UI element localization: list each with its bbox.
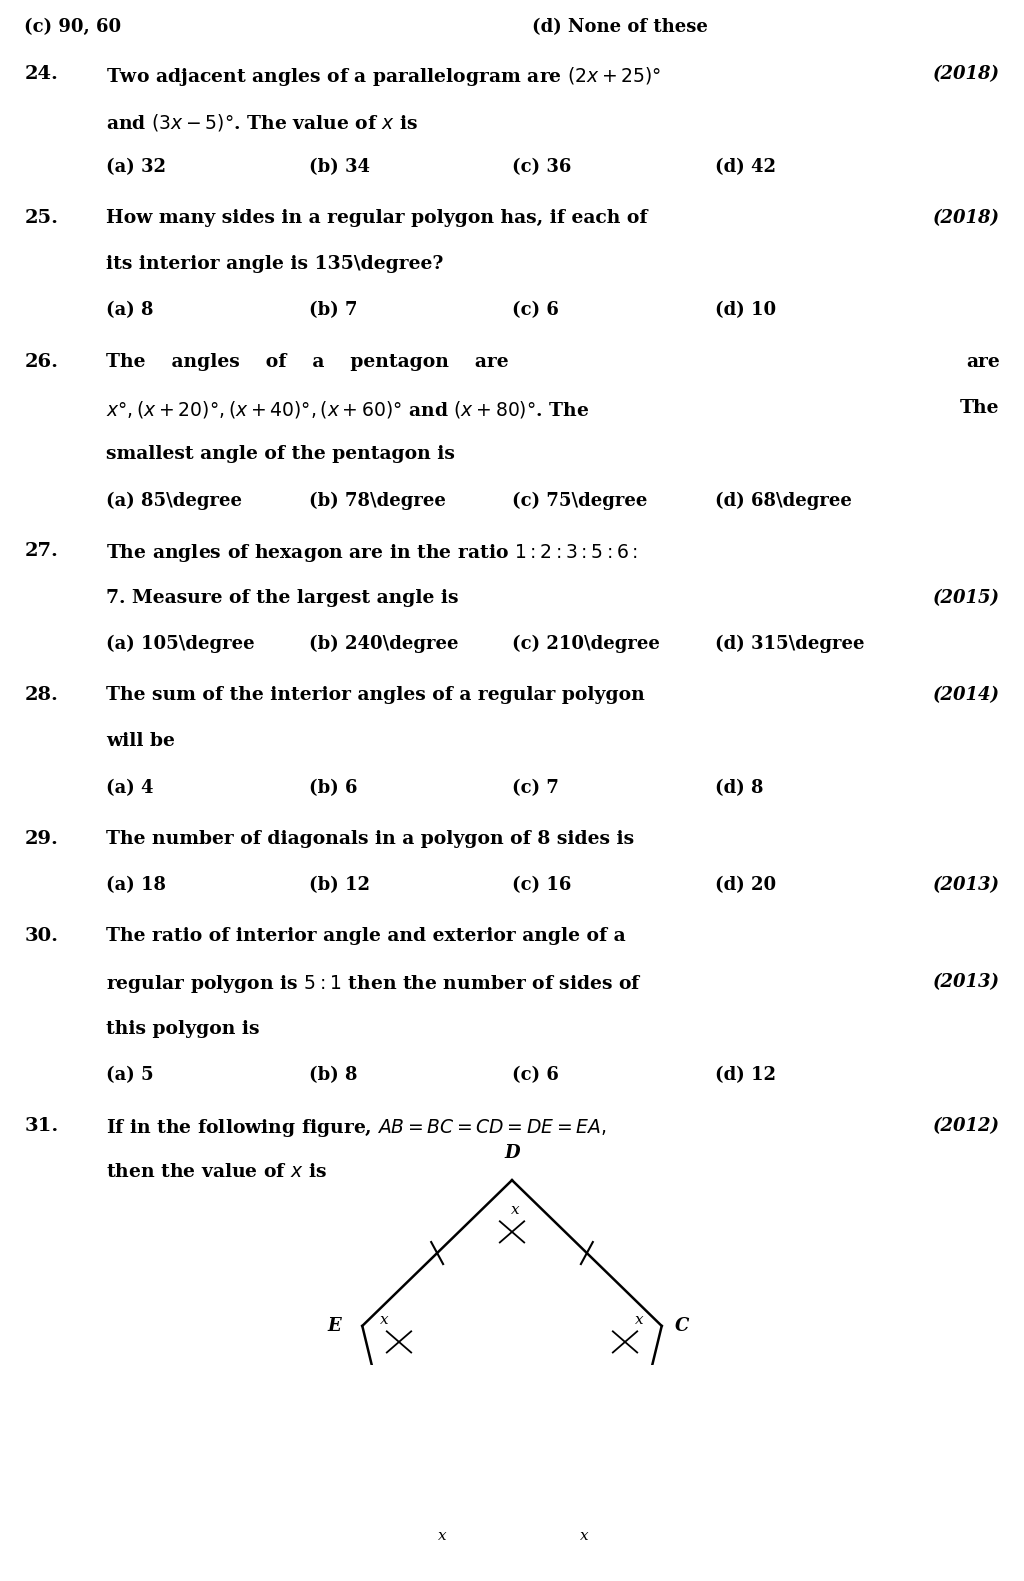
Text: (b) 240\degree: (b) 240\degree [309, 636, 459, 653]
Text: (d) None of these: (d) None of these [532, 17, 709, 36]
Text: will be: will be [105, 732, 175, 751]
Text: (d) 8: (d) 8 [715, 778, 764, 797]
Text: The    angles    of    a    pentagon    are: The angles of a pentagon are [105, 353, 508, 370]
Text: (d) 68\degree: (d) 68\degree [715, 492, 852, 509]
Text: smallest angle of the pentagon is: smallest angle of the pentagon is [105, 446, 455, 463]
Text: x: x [635, 1314, 644, 1328]
Text: (a) 8: (a) 8 [105, 302, 154, 319]
Text: (2018): (2018) [933, 209, 999, 228]
Text: are: are [966, 353, 999, 370]
Text: (d) 12: (d) 12 [715, 1066, 776, 1085]
Text: (2014): (2014) [933, 686, 999, 704]
Text: If in the following figure, $AB = BC = CD = DE = EA,$: If in the following figure, $AB = BC = C… [105, 1116, 606, 1138]
Text: The: The [961, 398, 999, 417]
Text: 28.: 28. [25, 686, 58, 704]
Text: (d) 10: (d) 10 [715, 302, 776, 319]
Text: (d) 42: (d) 42 [715, 158, 776, 175]
Text: (a) 18: (a) 18 [105, 876, 166, 893]
Text: (a) 32: (a) 32 [105, 158, 166, 175]
Text: x: x [580, 1529, 589, 1543]
Text: 26.: 26. [25, 353, 58, 370]
Text: (2018): (2018) [933, 65, 999, 84]
Text: D: D [504, 1145, 520, 1162]
Text: (d) 315\degree: (d) 315\degree [715, 636, 864, 653]
Text: (c) 210\degree: (c) 210\degree [512, 636, 659, 653]
Text: The sum of the interior angles of a regular polygon: The sum of the interior angles of a regu… [105, 686, 644, 704]
Text: 27.: 27. [25, 542, 58, 561]
Text: (d) 20: (d) 20 [715, 876, 776, 893]
Text: The ratio of interior angle and exterior angle of a: The ratio of interior angle and exterior… [105, 926, 626, 945]
Text: Two adjacent angles of a parallelogram are $(2x + 25)\degree$: Two adjacent angles of a parallelogram a… [105, 65, 662, 89]
Text: (a) 105\degree: (a) 105\degree [105, 636, 254, 653]
Text: x: x [511, 1203, 519, 1217]
Text: How many sides in a regular polygon has, if each of: How many sides in a regular polygon has,… [105, 209, 647, 228]
Text: (c) 6: (c) 6 [512, 1066, 559, 1085]
Text: x: x [380, 1314, 389, 1328]
Text: 29.: 29. [25, 830, 58, 847]
Text: (c) 6: (c) 6 [512, 302, 559, 319]
Text: C: C [675, 1317, 689, 1334]
Text: (c) 36: (c) 36 [512, 158, 571, 175]
Text: (2015): (2015) [933, 588, 999, 607]
Text: (b) 8: (b) 8 [309, 1066, 357, 1085]
Text: (c) 75\degree: (c) 75\degree [512, 492, 647, 509]
Text: (b) 7: (b) 7 [309, 302, 357, 319]
Text: (c) 7: (c) 7 [512, 778, 559, 797]
Text: this polygon is: this polygon is [105, 1020, 259, 1037]
Text: (b) 34: (b) 34 [309, 158, 370, 175]
Text: (a) 4: (a) 4 [105, 778, 154, 797]
Text: (b) 12: (b) 12 [309, 876, 370, 893]
Text: 25.: 25. [25, 209, 58, 228]
Text: The angles of hexagon are in the ratio $1:2:3:5:6:$: The angles of hexagon are in the ratio $… [105, 542, 638, 564]
Text: The number of diagonals in a polygon of 8 sides is: The number of diagonals in a polygon of … [105, 830, 634, 847]
Text: 7. Measure of the largest angle is: 7. Measure of the largest angle is [105, 588, 458, 607]
Text: (b) 6: (b) 6 [309, 778, 357, 797]
Text: its interior angle is 135\degree?: its interior angle is 135\degree? [105, 255, 443, 274]
Text: (a) 5: (a) 5 [105, 1066, 154, 1085]
Text: (c) 16: (c) 16 [512, 876, 571, 893]
Text: 30.: 30. [25, 926, 58, 945]
Text: $x\degree, (x + 20)\degree, (x + 40)\degree, (x + 60)\degree$ and $(x + 80)\degr: $x\degree, (x + 20)\degree, (x + 40)\deg… [105, 398, 589, 421]
Text: regular polygon is $5:1$ then the number of sides of: regular polygon is $5:1$ then the number… [105, 974, 642, 996]
Text: (2013): (2013) [933, 876, 999, 893]
Text: (c) 90, 60: (c) 90, 60 [25, 17, 122, 36]
Text: 24.: 24. [25, 65, 58, 84]
Text: (2013): (2013) [933, 974, 999, 991]
Text: (2012): (2012) [933, 1116, 999, 1135]
Text: E: E [327, 1317, 341, 1334]
Text: (a) 85\degree: (a) 85\degree [105, 492, 242, 509]
Text: x: x [437, 1529, 446, 1543]
Text: and $(3x - 5)\degree$. The value of $x$ is: and $(3x - 5)\degree$. The value of $x$ … [105, 112, 418, 133]
Text: 31.: 31. [25, 1116, 58, 1135]
Text: (b) 78\degree: (b) 78\degree [309, 492, 445, 509]
Text: then the value of $x$ is: then the value of $x$ is [105, 1164, 327, 1181]
